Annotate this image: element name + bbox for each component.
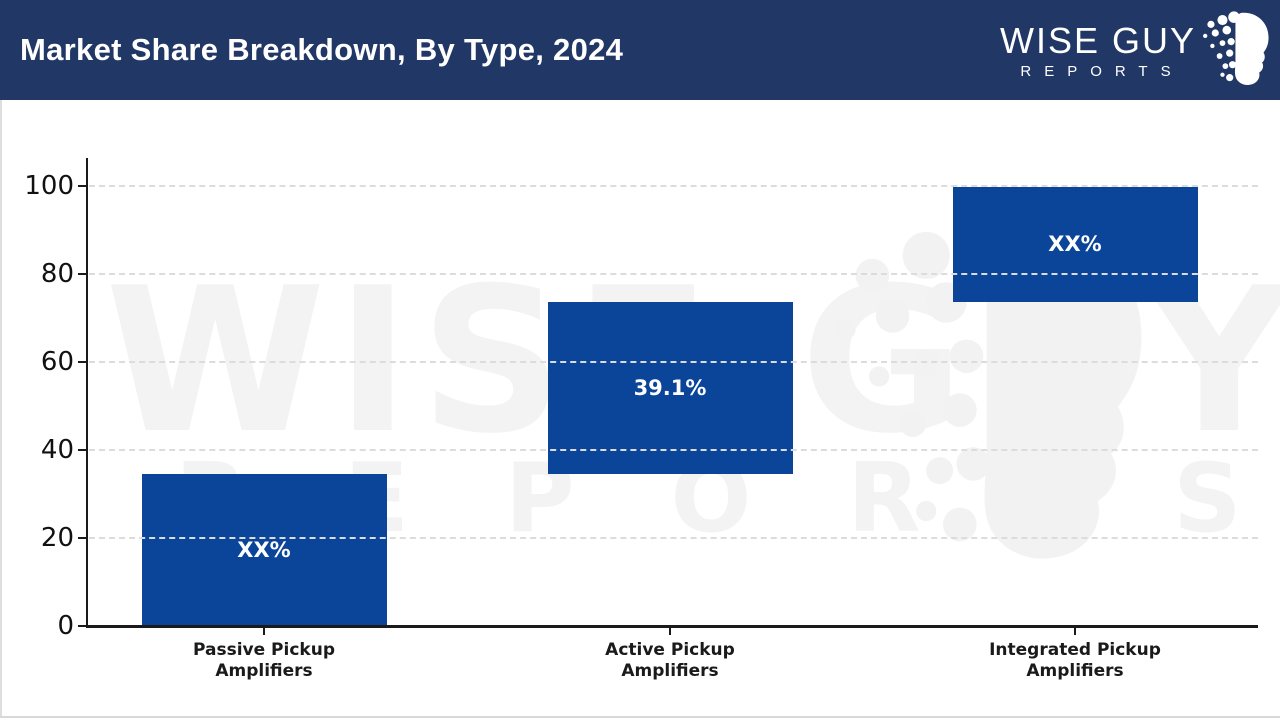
logo-face-icon <box>1203 11 1269 85</box>
y-tick-mark-0 <box>78 625 87 627</box>
left-edge-line <box>0 100 2 718</box>
y-tick-mark-100 <box>78 185 87 187</box>
y-axis-line <box>86 158 88 628</box>
gridline-100 <box>89 185 1258 187</box>
gridline-40 <box>89 449 1258 451</box>
logo-wordmark-line2: REPORTS <box>1020 63 1184 80</box>
x-axis-label-integrated-pickup-amplifiers: Integrated Pickup Amplifiers <box>989 640 1161 681</box>
y-tick-mark-60 <box>78 361 87 363</box>
bar-value-label-integrated-pickup-amplifiers: XX% <box>1048 232 1102 257</box>
x-tick-mark-2 <box>669 628 671 635</box>
y-tick-label-100: 100 <box>24 171 74 201</box>
bar-passive-pickup-amplifiers: XX% <box>141 473 387 626</box>
x-axis-label-passive-pickup-amplifiers: Passive Pickup Amplifiers <box>192 640 335 681</box>
gridline-60 <box>89 361 1258 363</box>
bar-value-label-active-pickup-amplifiers: 39.1% <box>633 375 707 400</box>
gridline-20 <box>89 537 1258 539</box>
logo-wordmark: WISE GUY REPORTS <box>1000 22 1196 80</box>
y-tick-mark-80 <box>78 273 87 275</box>
bottom-edge-line <box>0 716 1280 718</box>
gridline-80 <box>89 273 1258 275</box>
x-axis-label-active-pickup-amplifiers: Active Pickup Amplifiers <box>605 640 735 681</box>
bar-active-pickup-amplifiers: 39.1% <box>547 301 793 474</box>
header-bar: Market Share Breakdown, By Type, 2024 WI… <box>0 0 1280 100</box>
x-axis-line <box>86 625 1258 628</box>
wiseguy-logo: WISE GUY REPORTS <box>1000 6 1270 96</box>
bar-value-label-passive-pickup-amplifiers: XX% <box>237 537 291 562</box>
logo-wordmark-line1: WISE GUY <box>999 20 1196 61</box>
x-tick-mark-3 <box>1074 628 1076 635</box>
y-tick-label-20: 20 <box>40 523 74 553</box>
x-tick-mark-1 <box>263 628 265 635</box>
y-tick-label-0: 0 <box>57 611 74 641</box>
y-tick-label-80: 80 <box>40 259 74 289</box>
y-tick-label-40: 40 <box>40 435 74 465</box>
y-tick-mark-20 <box>78 537 87 539</box>
y-tick-mark-40 <box>78 449 87 451</box>
chart-title: Market Share Breakdown, By Type, 2024 <box>20 32 624 67</box>
y-tick-label-60: 60 <box>40 347 74 377</box>
bar-integrated-pickup-amplifiers: XX% <box>952 186 1198 302</box>
